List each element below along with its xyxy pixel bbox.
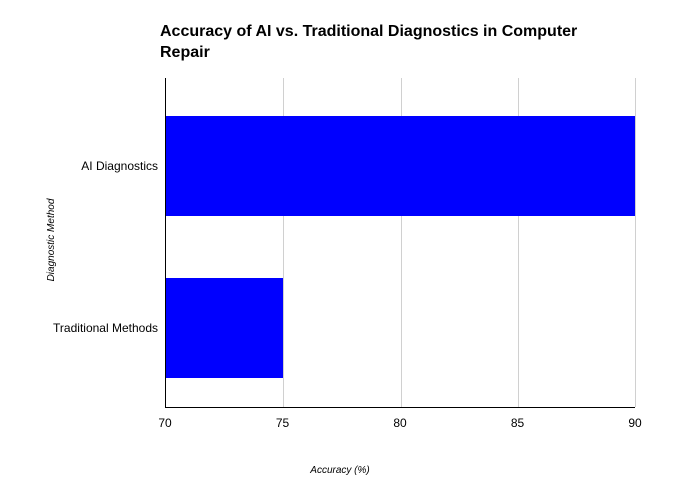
x-tick-label: 70 bbox=[158, 416, 171, 430]
y-axis-label: Diagnostic Method bbox=[46, 199, 57, 282]
x-tick-label: 90 bbox=[628, 416, 641, 430]
y-tick-label: Traditional Methods bbox=[53, 321, 158, 335]
chart-title: Accuracy of AI vs. Traditional Diagnosti… bbox=[160, 22, 590, 64]
gridline bbox=[635, 78, 636, 407]
plot-area bbox=[165, 78, 635, 408]
bar-ai-diagnostics bbox=[166, 116, 635, 216]
chart-container: Accuracy of AI vs. Traditional Diagnosti… bbox=[0, 0, 680, 500]
x-tick-label: 75 bbox=[276, 416, 289, 430]
x-axis-label: Accuracy (%) bbox=[310, 465, 369, 476]
x-tick-label: 85 bbox=[511, 416, 524, 430]
y-tick-label: AI Diagnostics bbox=[81, 159, 158, 173]
bar-traditional-methods bbox=[166, 278, 283, 378]
x-tick-label: 80 bbox=[393, 416, 406, 430]
